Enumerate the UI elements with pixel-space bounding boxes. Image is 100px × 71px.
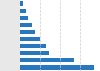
Bar [20, 58, 74, 62]
Bar [20, 65, 94, 70]
Bar [20, 16, 28, 20]
Bar [20, 9, 26, 13]
Bar [20, 1, 23, 6]
Bar [20, 51, 49, 55]
Bar [20, 30, 35, 34]
Bar [20, 37, 40, 41]
Bar [20, 44, 46, 48]
Bar [20, 23, 32, 27]
